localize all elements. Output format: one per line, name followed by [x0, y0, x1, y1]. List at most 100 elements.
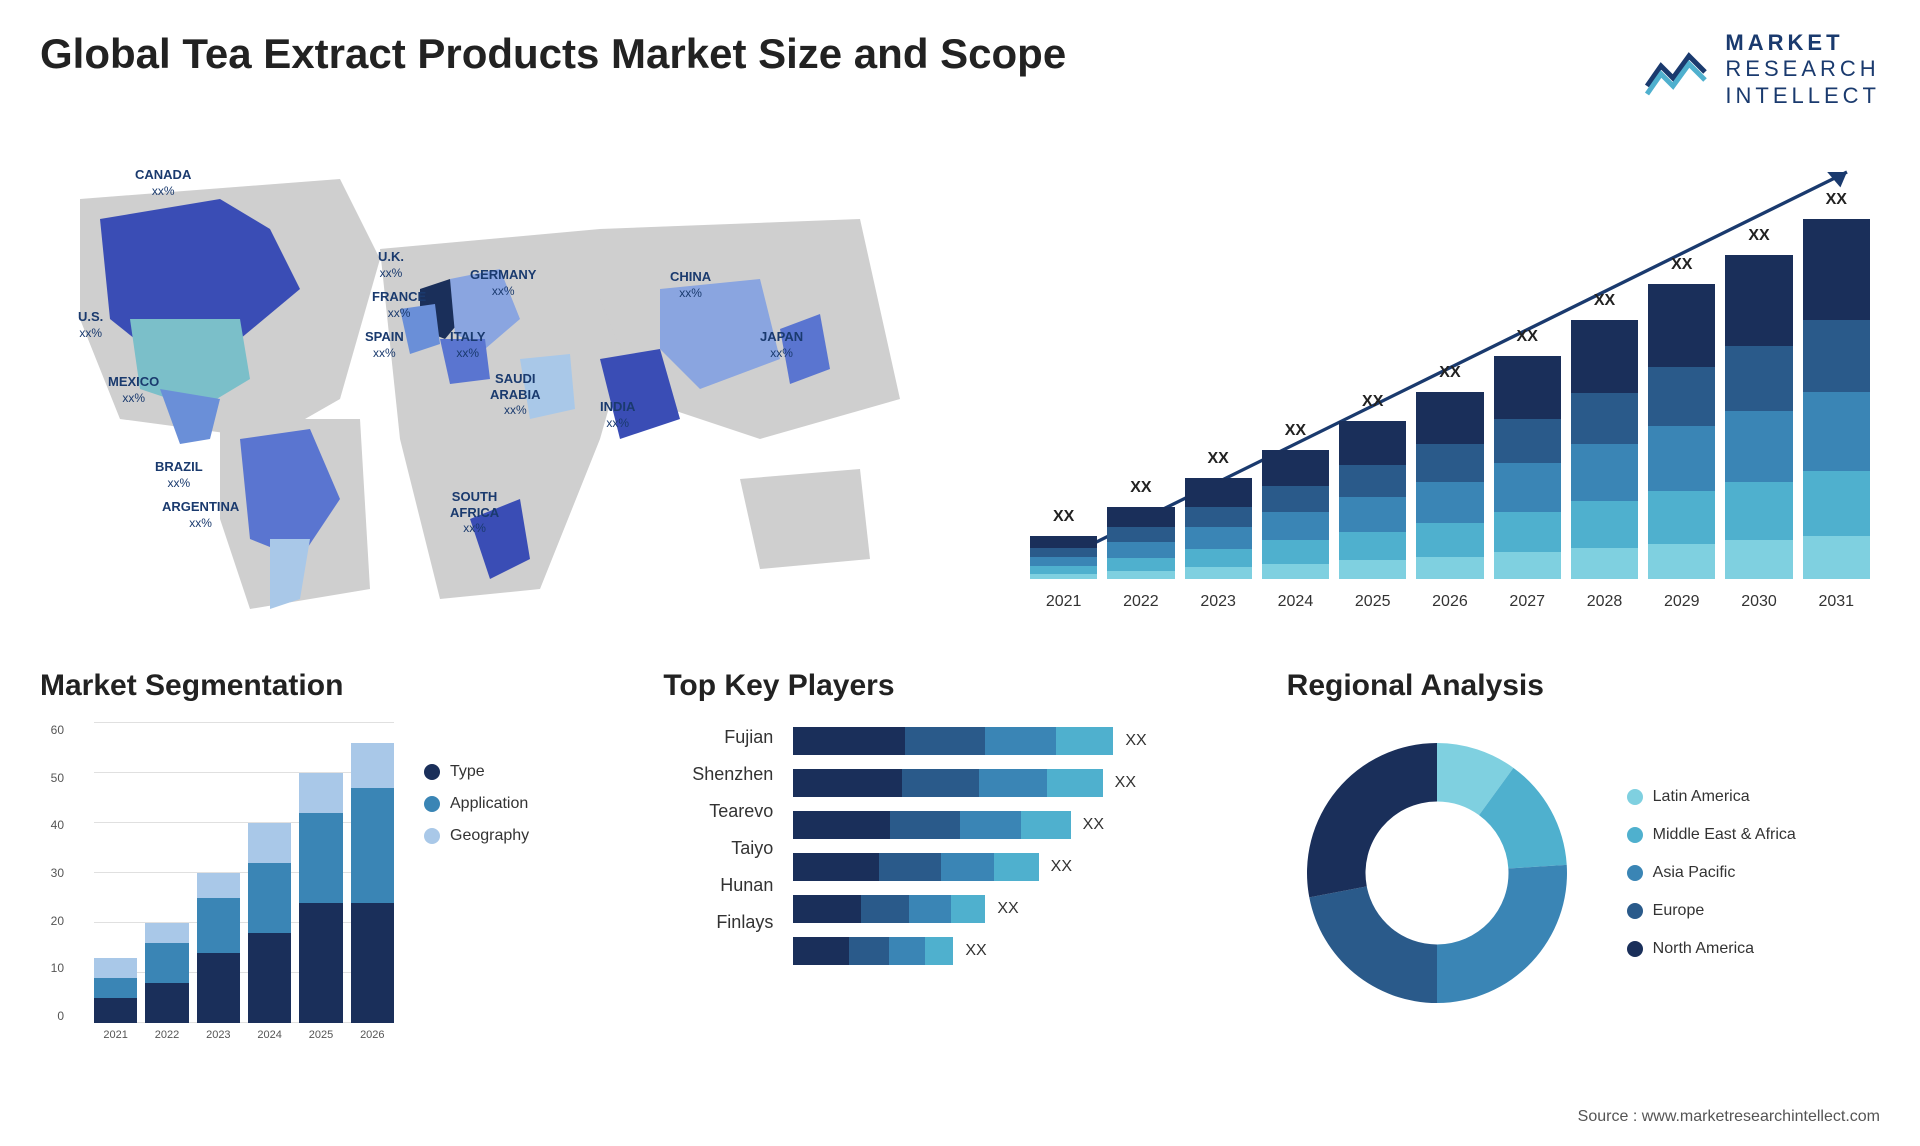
map-label: SOUTHAFRICAxx%: [450, 489, 499, 536]
player-name: Fujian: [663, 727, 773, 748]
segmentation-legend: Type Application Geography: [424, 723, 529, 1041]
growth-bar-label: XX: [1339, 393, 1406, 411]
segmentation-x-label: 2023: [197, 1029, 240, 1041]
growth-bar: XX: [1494, 199, 1561, 579]
map-label: BRAZILxx%: [155, 459, 203, 490]
player-value: XX: [1083, 816, 1104, 834]
map-label: CANADAxx%: [135, 167, 191, 198]
regional-title: Regional Analysis: [1287, 669, 1880, 703]
growth-x-label: 2023: [1185, 593, 1252, 611]
growth-x-label: 2030: [1725, 593, 1792, 611]
legend-item: Latin America: [1627, 788, 1796, 806]
growth-bar-label: XX: [1494, 328, 1561, 346]
growth-bar-label: XX: [1262, 422, 1329, 440]
logo-line1: MARKET: [1725, 30, 1880, 56]
map-label: U.K.xx%: [378, 249, 404, 280]
regional-donut: [1287, 723, 1587, 1023]
segmentation-bar: [145, 923, 188, 1023]
growth-bar-label: XX: [1648, 256, 1715, 274]
growth-bar-chart: XXXXXXXXXXXXXXXXXXXXXX 20212022202320242…: [1000, 139, 1880, 619]
player-name: Hunan: [663, 875, 773, 896]
growth-bar-label: XX: [1416, 364, 1483, 382]
map-label: FRANCExx%: [372, 289, 426, 320]
player-value: XX: [1115, 774, 1136, 792]
regional-panel: Regional Analysis Latin America Middle Ea…: [1287, 669, 1880, 1041]
growth-bar: XX: [1571, 199, 1638, 579]
growth-bar: XX: [1107, 199, 1174, 579]
legend-item: Geography: [424, 827, 529, 845]
growth-x-label: 2029: [1648, 593, 1715, 611]
legend-item: Middle East & Africa: [1627, 826, 1796, 844]
player-bars: XX XX XX XX XX XX: [793, 723, 1256, 965]
donut-slice: [1309, 887, 1437, 1004]
legend-item: Application: [424, 795, 529, 813]
segmentation-x-label: 2026: [351, 1029, 394, 1041]
segmentation-x-label: 2024: [248, 1029, 291, 1041]
player-value: XX: [1125, 732, 1146, 750]
segmentation-title: Market Segmentation: [40, 669, 633, 703]
logo-line2: RESEARCH: [1725, 56, 1880, 82]
source-text: Source : www.marketresearchintellect.com: [1578, 1108, 1880, 1126]
growth-x-label: 2021: [1030, 593, 1097, 611]
growth-bar-label: XX: [1185, 450, 1252, 468]
logo-icon: [1643, 42, 1713, 98]
growth-bar-label: XX: [1803, 191, 1870, 209]
map-label: ITALYxx%: [450, 329, 485, 360]
growth-bar: XX: [1339, 199, 1406, 579]
player-name: Shenzhen: [663, 764, 773, 785]
brand-logo: MARKET RESEARCH INTELLECT: [1643, 30, 1880, 109]
regional-legend: Latin America Middle East & Africa Asia Pa…: [1627, 788, 1796, 958]
players-panel: Top Key Players FujianShenzhenTearevoTai…: [663, 669, 1256, 1041]
growth-x-label: 2025: [1339, 593, 1406, 611]
map-label: SAUDIARABIAxx%: [490, 371, 541, 418]
donut-slice: [1307, 743, 1437, 897]
growth-bar: XX: [1648, 199, 1715, 579]
growth-bar: XX: [1030, 199, 1097, 579]
legend-item: Europe: [1627, 902, 1796, 920]
segmentation-panel: Market Segmentation 6050403020100 2021 20…: [40, 669, 633, 1041]
map-label: ARGENTINAxx%: [162, 499, 239, 530]
player-bar-row: XX: [793, 937, 1256, 965]
player-value: XX: [1051, 858, 1072, 876]
map-label: SPAINxx%: [365, 329, 404, 360]
segmentation-bar: [248, 823, 291, 1023]
growth-x-label: 2026: [1416, 593, 1483, 611]
growth-bar: XX: [1262, 199, 1329, 579]
map-label: CHINAxx%: [670, 269, 711, 300]
segmentation-x-label: 2025: [299, 1029, 342, 1041]
growth-x-label: 2024: [1262, 593, 1329, 611]
player-name: Tearevo: [663, 801, 773, 822]
map-label: INDIAxx%: [600, 399, 635, 430]
player-bar-row: XX: [793, 895, 1256, 923]
segmentation-y-axis: 6050403020100: [40, 723, 64, 1023]
donut-slice: [1437, 865, 1567, 1003]
growth-bar: XX: [1725, 199, 1792, 579]
legend-item: Asia Pacific: [1627, 864, 1796, 882]
player-bar-row: XX: [793, 769, 1256, 797]
map-label: U.S.xx%: [78, 309, 103, 340]
world-map: CANADAxx% U.S.xx% MEXICOxx% BRAZILxx% ARGENT…: [40, 139, 960, 619]
growth-bar-label: XX: [1030, 508, 1097, 526]
page-title: Global Tea Extract Products Market Size …: [40, 30, 1066, 78]
segmentation-bar: [94, 958, 137, 1023]
player-bar-row: XX: [793, 727, 1256, 755]
player-value: XX: [997, 900, 1018, 918]
growth-bar: XX: [1185, 199, 1252, 579]
map-label: GERMANYxx%: [470, 267, 536, 298]
legend-item: North America: [1627, 940, 1796, 958]
growth-bar: XX: [1803, 199, 1870, 579]
growth-bar-label: XX: [1571, 292, 1638, 310]
growth-bar-label: XX: [1107, 479, 1174, 497]
segmentation-bar: [299, 773, 342, 1023]
player-name: Taiyo: [663, 838, 773, 859]
growth-x-label: 2022: [1107, 593, 1174, 611]
player-names: FujianShenzhenTearevoTaiyoHunanFinlays: [663, 723, 773, 965]
growth-x-label: 2027: [1494, 593, 1561, 611]
player-bar-row: XX: [793, 853, 1256, 881]
logo-line3: INTELLECT: [1725, 83, 1880, 109]
map-label: MEXICOxx%: [108, 374, 159, 405]
segmentation-x-label: 2021: [94, 1029, 137, 1041]
legend-item: Type: [424, 763, 529, 781]
growth-bar-label: XX: [1725, 227, 1792, 245]
growth-x-label: 2031: [1803, 593, 1870, 611]
